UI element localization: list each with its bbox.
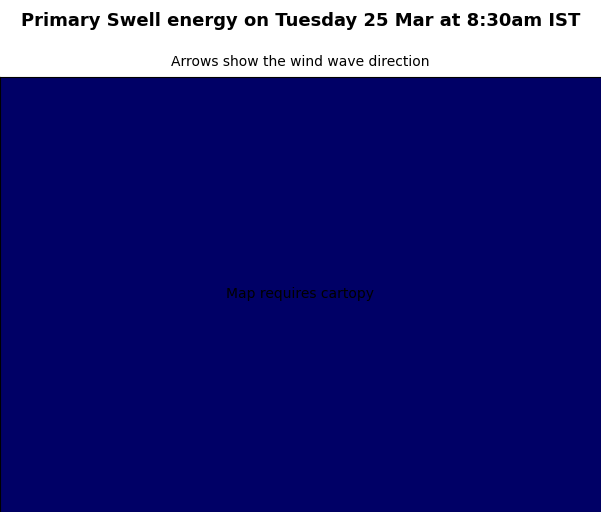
Text: Map requires cartopy: Map requires cartopy bbox=[227, 287, 374, 302]
Text: Primary Swell energy on Tuesday 25 Mar at 8:30am IST: Primary Swell energy on Tuesday 25 Mar a… bbox=[21, 12, 580, 30]
Text: Arrows show the wind wave direction: Arrows show the wind wave direction bbox=[171, 55, 430, 69]
